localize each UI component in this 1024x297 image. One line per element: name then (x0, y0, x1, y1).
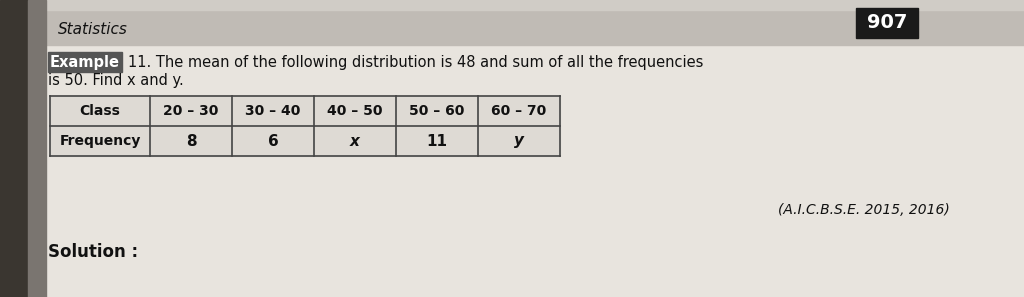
Text: y: y (514, 133, 524, 148)
Text: is 50. Find x and y.: is 50. Find x and y. (48, 72, 183, 88)
Text: 40 – 50: 40 – 50 (328, 104, 383, 118)
Bar (856, 8, 918, 38)
Text: Solution :: Solution : (48, 243, 138, 261)
Bar (0, 0, 1024, 10)
Bar (0, 0, 1024, 45)
Text: Example: Example (50, 55, 120, 69)
Text: (A.I.C.B.S.E. 2015, 2016): (A.I.C.B.S.E. 2015, 2016) (778, 203, 950, 217)
Text: 907: 907 (866, 13, 907, 32)
Text: Class: Class (80, 104, 121, 118)
Text: 50 – 60: 50 – 60 (410, 104, 465, 118)
Text: 6: 6 (267, 133, 279, 148)
Bar (28, 0, 46, 297)
Bar (0, 0, 28, 297)
Text: Statistics: Statistics (58, 23, 128, 37)
Text: 11. The mean of the following distribution is 48 and sum of all the frequencies: 11. The mean of the following distributi… (128, 55, 703, 69)
Text: Frequency: Frequency (59, 134, 140, 148)
Text: 20 – 30: 20 – 30 (163, 104, 219, 118)
Bar (50, 96, 560, 156)
Text: 30 – 40: 30 – 40 (246, 104, 301, 118)
Text: x: x (350, 133, 360, 148)
Text: 60 – 70: 60 – 70 (492, 104, 547, 118)
Text: 11: 11 (427, 133, 447, 148)
Text: 8: 8 (185, 133, 197, 148)
Bar (48, 52, 122, 72)
